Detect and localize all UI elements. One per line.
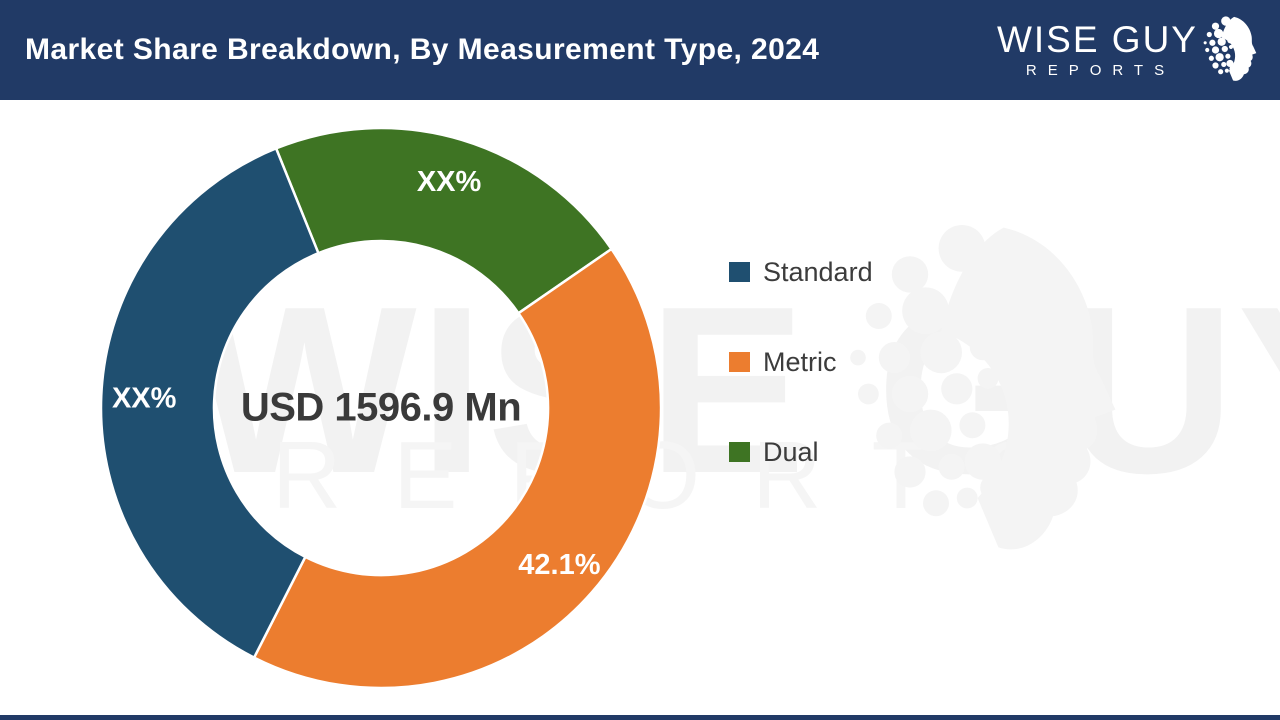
page-title: Market Share Breakdown, By Measurement T… [25,33,820,66]
slice-label-dual: XX% [417,166,482,198]
donut-segment-dual [274,126,613,315]
legend-swatch-dual [729,442,750,462]
slice-label-standard: XX% [112,383,177,415]
donut-segment-standard [99,147,320,659]
legend-item-standard: Standard [729,252,873,292]
wise-guy-logo: WISE GUY REPORTS [997,12,1262,88]
logo-wordmark: WISE GUY [996,19,1198,60]
donut-segment-metric [252,247,663,690]
footer-accent-bar [0,715,1280,720]
legend-item-metric: Metric [729,342,873,382]
chart-legend: Standard Metric Dual [729,252,873,472]
legend-swatch-metric [729,352,750,372]
legend-label: Standard [763,256,873,287]
legend-label: Dual [763,436,819,467]
legend-item-dual: Dual [729,432,873,472]
header: Market Share Breakdown, By Measurement T… [0,0,1280,100]
logo-text: WISE GUY REPORTS [997,21,1198,79]
face-profile-icon [1200,12,1262,88]
legend-label: Metric [763,346,837,377]
chart-center-value: USD 1596.9 Mn [240,385,522,430]
donut-chart: XX% 42.1% XX% [99,126,663,690]
slice-label-metric: 42.1% [518,549,600,581]
logo-subtitle: REPORTS [1025,62,1176,79]
watermark-face-icon [832,205,1144,583]
legend-swatch-standard [729,262,750,282]
